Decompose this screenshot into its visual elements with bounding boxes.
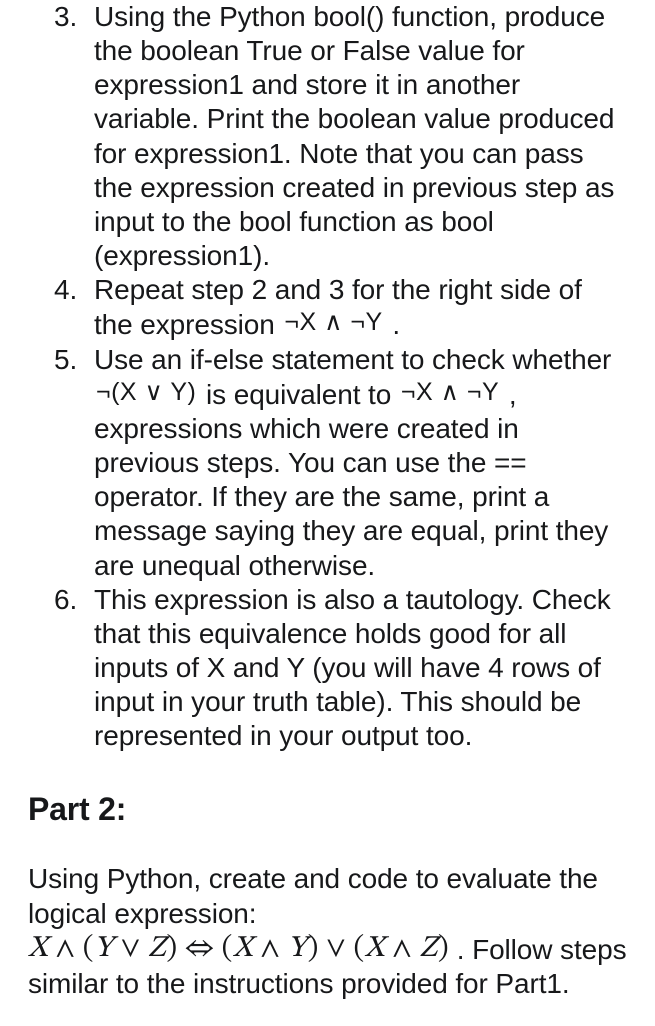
logic-expression: ¬X ∧ ¬Y [399, 378, 501, 406]
instruction-text: Use an if-else statement to check whethe… [94, 344, 611, 375]
part2-heading: Part 2: [28, 791, 627, 828]
part2-body: Using Python, create and code to evaluat… [28, 862, 627, 1001]
logic-expression: ¬(X ∨ Y) [94, 378, 198, 406]
part2-intro: Using Python, create and code to evaluat… [28, 863, 598, 928]
instruction-list: Using the Python bool() function, produc… [28, 0, 627, 753]
math-variable: Y [288, 934, 308, 964]
math-operator: ∨ [121, 934, 148, 964]
math-operator: ) ⇔ ( [166, 934, 232, 964]
instruction-item-3: Using the Python bool() function, produc… [94, 0, 627, 273]
instruction-item-4: Repeat step 2 and 3 for the right side o… [94, 273, 627, 342]
math-operator: ) [438, 934, 449, 964]
math-operator: ∧ [392, 934, 419, 964]
math-variable: Z [148, 934, 166, 964]
math-variable: X [233, 934, 261, 964]
instruction-text: is equivalent to [198, 379, 399, 410]
math-variable: X [365, 934, 393, 964]
instruction-item-5: Use an if-else statement to check whethe… [94, 343, 627, 583]
math-variable: Y [94, 934, 121, 964]
instruction-text: Using the Python bool() function, produc… [94, 1, 614, 271]
math-variable: X [28, 934, 56, 964]
document-page: Using the Python bool() function, produc… [0, 0, 655, 1026]
part2-math-expression: X ∧ (Y ∨ Z) ⇔ (X ∧ Y) ∨ (X ∧ Z) [28, 934, 449, 964]
instruction-item-6: This expression is also a tautology. Che… [94, 583, 627, 754]
math-variable: Z [419, 934, 437, 964]
math-operator: ) ∨ ( [308, 934, 365, 964]
instruction-text: . [385, 309, 400, 340]
logic-expression: ¬X ∧ ¬Y [282, 308, 384, 336]
math-operator: ∧ [261, 934, 288, 964]
math-operator: ∧ ( [56, 934, 94, 964]
instruction-text: This expression is also a tautology. Che… [94, 584, 611, 752]
